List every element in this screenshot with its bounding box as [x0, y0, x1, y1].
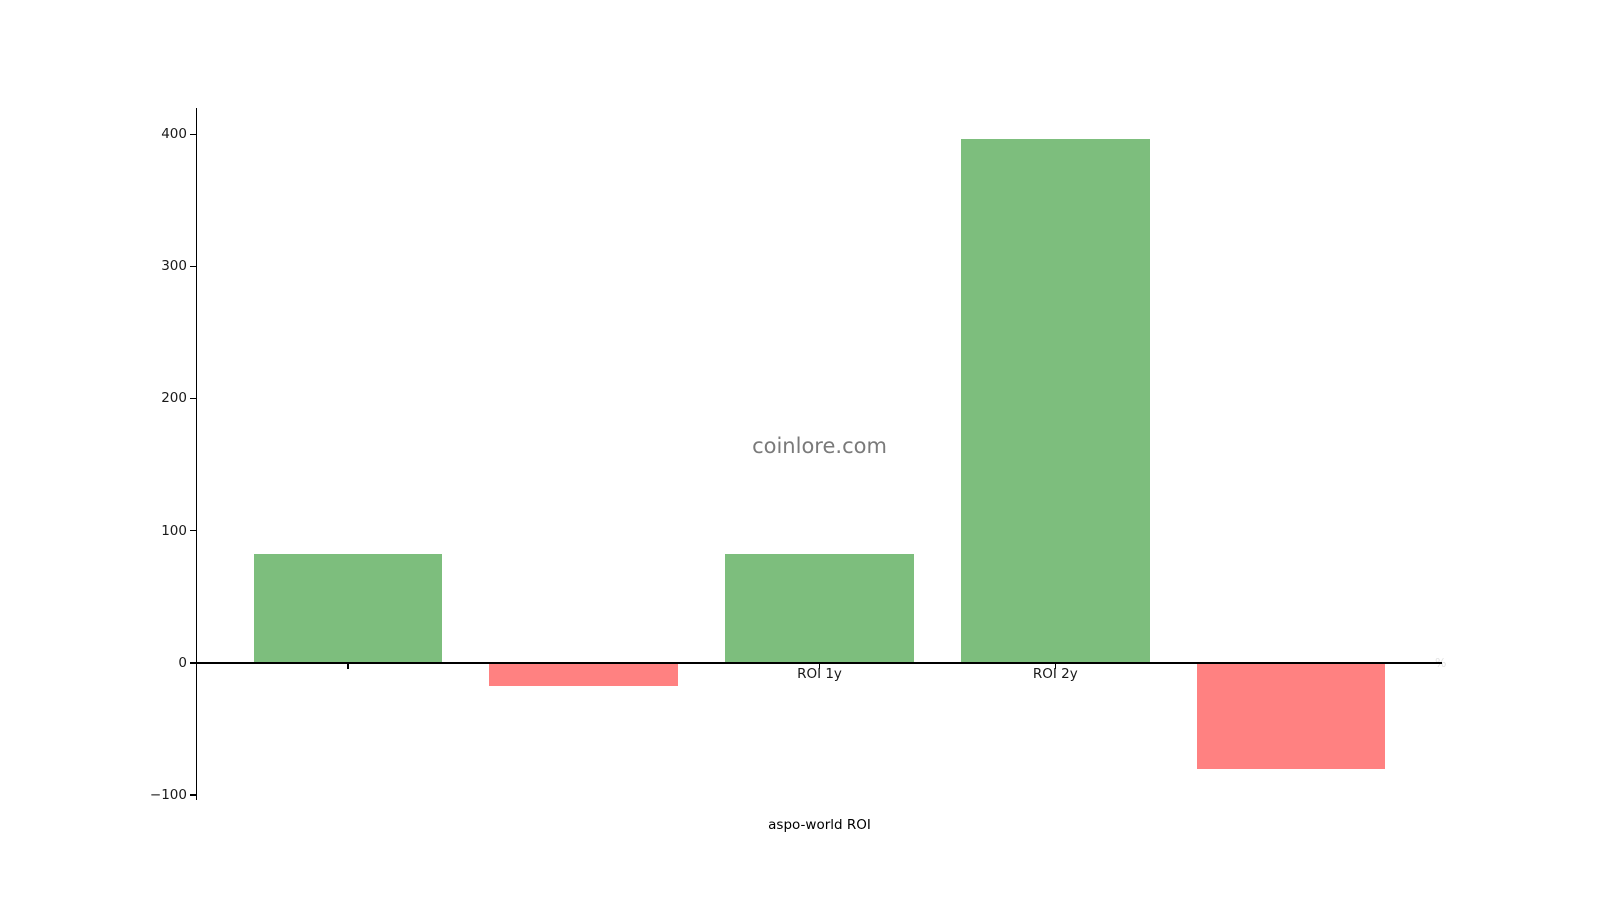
x-tick-label-roi-2y: ROI 2y [1032, 665, 1078, 682]
bar-3-roi-1y [725, 554, 914, 663]
y-tick-mark-400 [190, 133, 197, 135]
y-tick-mark--100 [190, 794, 197, 796]
x-axis-label: aspo-world ROI [768, 817, 871, 833]
bar-2 [489, 663, 678, 687]
y-tick-label--100: −100 [149, 786, 187, 803]
plot-area: −100 0 100 200 300 400 ROI 1y ROI 2y coinlore.… [150, 108, 1446, 803]
y-tick-mark-0 [190, 662, 197, 664]
x-tick-mark-4 [1054, 662, 1056, 669]
y-tick-label-200: 200 [161, 390, 187, 407]
y-tick-mark-200 [190, 397, 197, 400]
y-tick-label-0: 0 [178, 654, 187, 671]
y-tick-mark-300 [190, 265, 197, 268]
bar-1 [253, 554, 443, 663]
y-tick-mark-100 [190, 530, 197, 532]
y-tick-label-400: 400 [161, 126, 187, 143]
y-tick-label-300: 300 [161, 258, 187, 275]
x-tick-mark-1 [347, 662, 349, 669]
watermark: coinlore.com [752, 434, 887, 458]
bar-5 [1196, 663, 1386, 770]
x-tick-label-roi-1y: ROI 1y [797, 665, 842, 682]
y-tick-label-100: 100 [161, 522, 187, 539]
bar-4-roi-2y [960, 139, 1150, 663]
x-tick-mark-3 [819, 662, 821, 669]
x-axis-zero-line [197, 662, 1442, 664]
y-axis-spine [196, 108, 198, 800]
